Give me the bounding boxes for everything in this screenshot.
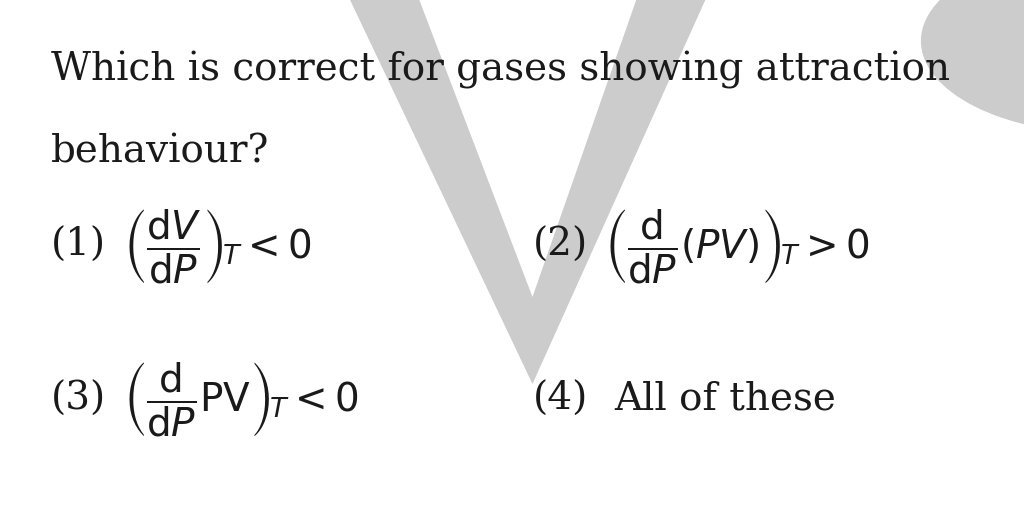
Text: $\left(\dfrac{\mathrm{d}}{\mathrm{d}P}(PV)\right)_{\!T} > 0$: $\left(\dfrac{\mathrm{d}}{\mathrm{d}P}(P… <box>604 207 870 285</box>
Text: (1): (1) <box>51 227 106 264</box>
Circle shape <box>922 0 1024 133</box>
Text: $\left(\dfrac{\mathrm{d}}{\mathrm{d}P}\mathrm{PV}\right)_{\!T} < 0$: $\left(\dfrac{\mathrm{d}}{\mathrm{d}P}\m… <box>123 360 358 438</box>
Text: (4): (4) <box>532 381 588 418</box>
Text: All of these: All of these <box>614 381 837 418</box>
Text: Which is correct for gases showing attraction: Which is correct for gases showing attra… <box>51 51 950 89</box>
Text: behaviour?: behaviour? <box>51 133 269 170</box>
Text: (2): (2) <box>532 227 588 264</box>
Text: (3): (3) <box>51 381 106 418</box>
Polygon shape <box>338 0 717 384</box>
Text: $\left(\dfrac{\mathrm{d}V}{\mathrm{d}P}\right)_{\!T} < 0$: $\left(\dfrac{\mathrm{d}V}{\mathrm{d}P}\… <box>123 207 311 285</box>
